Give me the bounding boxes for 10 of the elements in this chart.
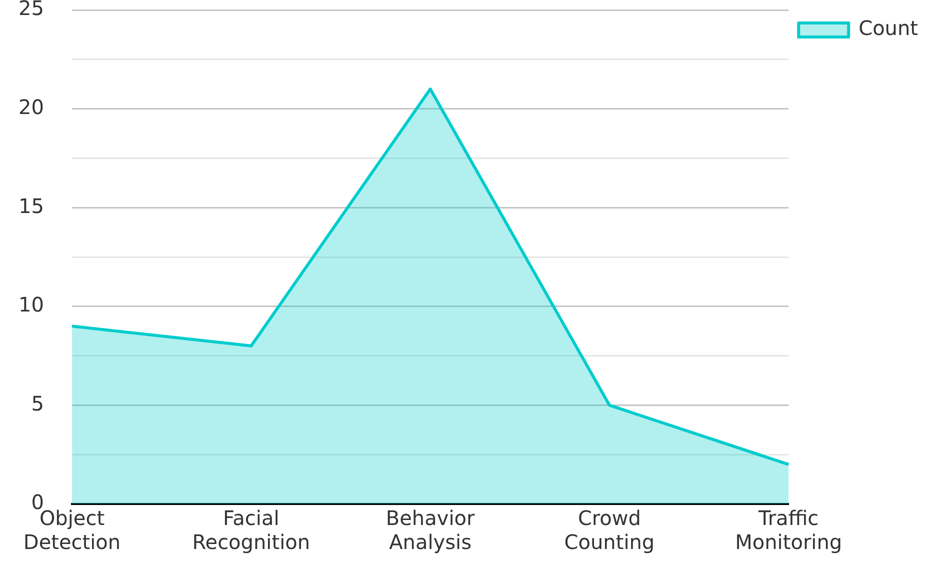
y-tick-label: 5 (31, 391, 44, 416)
x-tick-label: Crowd Counting (564, 506, 655, 554)
y-tick-label: 15 (18, 194, 44, 218)
y-tick-label: 20 (18, 95, 44, 120)
x-tick-label: Behavior Analysis (386, 506, 476, 554)
y-tick-label: 10 (18, 292, 44, 317)
x-tick-label: Traffic Monitoring (735, 506, 842, 554)
y-tick-label: 25 (18, 0, 44, 20)
x-tick-label: Facial Recognition (192, 506, 310, 554)
legend-label: Count (858, 16, 918, 40)
